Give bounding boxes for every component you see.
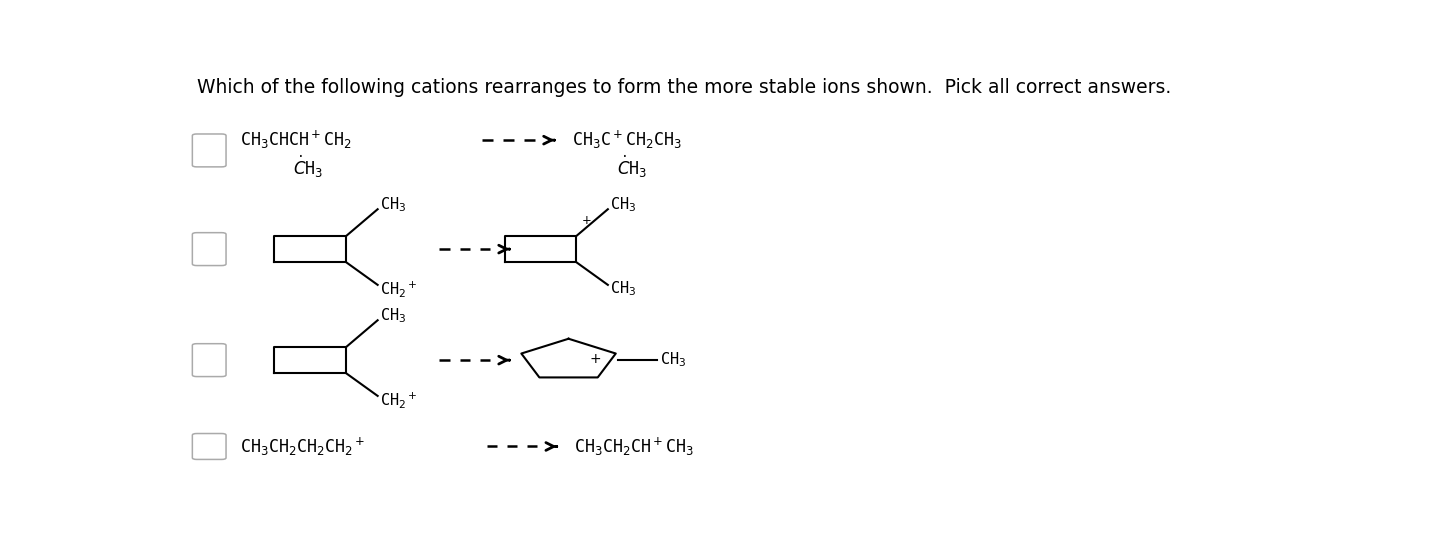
FancyBboxPatch shape [193, 134, 226, 167]
Text: $\dot{C}$H$_3$: $\dot{C}$H$_3$ [293, 154, 323, 180]
Text: CH$_3$: CH$_3$ [610, 280, 636, 299]
Text: CH$_3$: CH$_3$ [610, 196, 636, 215]
Text: Which of the following cations rearranges to form the more stable ions shown.  P: Which of the following cations rearrange… [197, 78, 1171, 98]
FancyBboxPatch shape [193, 434, 226, 459]
Text: CH$_3$CHCH$^+$CH$_2$: CH$_3$CHCH$^+$CH$_2$ [239, 129, 351, 151]
Text: $^+$: $^+$ [578, 215, 591, 233]
Text: CH$_3$C$^+$CH$_2$CH$_3$: CH$_3$C$^+$CH$_2$CH$_3$ [572, 129, 682, 151]
Text: $+$: $+$ [588, 352, 601, 366]
Text: CH$_2$$^+$: CH$_2$$^+$ [380, 390, 417, 410]
Text: CH$_3$: CH$_3$ [659, 351, 687, 370]
FancyBboxPatch shape [193, 344, 226, 376]
Text: CH$_3$: CH$_3$ [380, 196, 406, 215]
Text: CH$_3$CH$_2$CH$_2$CH$_2$$^+$: CH$_3$CH$_2$CH$_2$CH$_2$$^+$ [239, 435, 365, 458]
Text: CH$_3$: CH$_3$ [380, 307, 406, 326]
Text: CH$_2$$^+$: CH$_2$$^+$ [380, 279, 417, 299]
Text: CH$_3$CH$_2$CH$^+$CH$_3$: CH$_3$CH$_2$CH$^+$CH$_3$ [574, 435, 694, 458]
FancyBboxPatch shape [193, 233, 226, 265]
Text: $\dot{C}$H$_3$: $\dot{C}$H$_3$ [617, 154, 648, 180]
